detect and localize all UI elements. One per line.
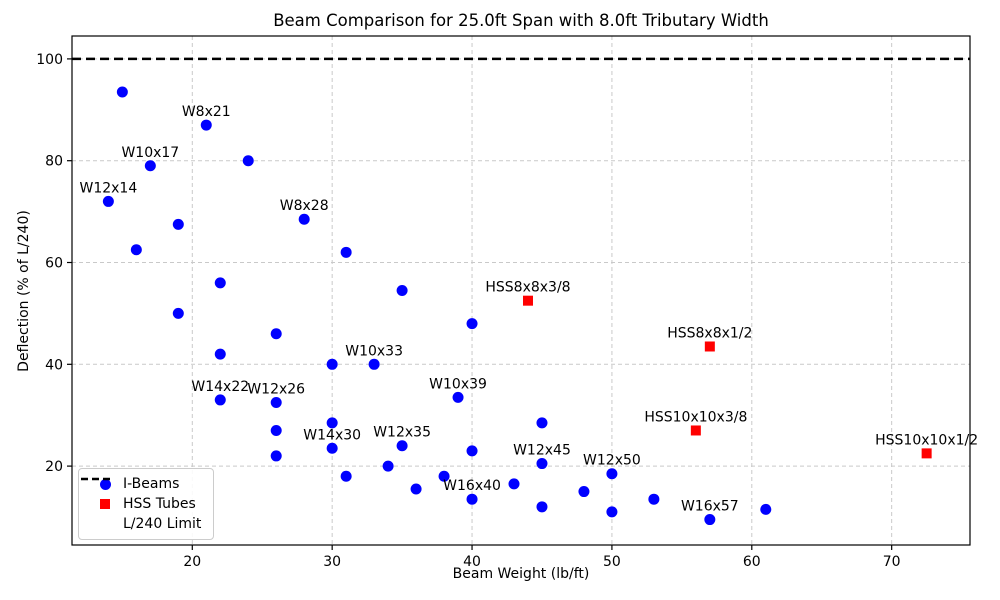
data-point-ibeam bbox=[396, 285, 408, 296]
y-tick-label: 40 bbox=[45, 357, 63, 373]
y-tick-label: 100 bbox=[36, 52, 63, 68]
point-annotation: W16x40 bbox=[443, 478, 501, 494]
data-point-ibeam bbox=[536, 458, 548, 470]
chart-title: Beam Comparison for 25.0ft Span with 8.0… bbox=[273, 11, 769, 30]
legend-item-limit: L/240 Limit bbox=[81, 477, 202, 534]
data-point-ibeam bbox=[410, 483, 422, 495]
legend-label-limit: L/240 Limit bbox=[123, 516, 202, 532]
x-tick-label: 20 bbox=[183, 554, 201, 570]
data-point-hss bbox=[704, 341, 715, 352]
point-annotation: W12x26 bbox=[247, 381, 305, 397]
data-point-ibeam bbox=[130, 244, 142, 256]
data-point-ibeam bbox=[760, 503, 772, 515]
data-point-ibeam bbox=[508, 478, 520, 490]
data-point-ibeam bbox=[466, 493, 478, 505]
data-point-ibeam bbox=[382, 460, 394, 472]
x-tick-label: 30 bbox=[323, 554, 341, 570]
legend-label-ibeams: I-Beams bbox=[123, 476, 180, 492]
data-point-ibeam bbox=[606, 506, 618, 518]
data-point-ibeam bbox=[606, 468, 618, 480]
data-point-ibeam bbox=[242, 155, 254, 167]
point-annotation: W12x14 bbox=[79, 180, 137, 196]
data-point-ibeam bbox=[298, 213, 310, 225]
data-point-ibeam bbox=[326, 358, 338, 370]
data-point-ibeam bbox=[116, 86, 128, 98]
data-point-ibeam bbox=[340, 470, 352, 482]
x-tick-label: 40 bbox=[463, 554, 481, 570]
point-annotation: W10x17 bbox=[121, 145, 179, 161]
point-annotation: W12x45 bbox=[513, 443, 571, 459]
legend-item-hss: HSS Tubes bbox=[87, 494, 201, 514]
x-tick-label: 70 bbox=[883, 554, 901, 570]
point-annotation: W10x39 bbox=[429, 376, 487, 392]
data-point-ibeam bbox=[214, 277, 226, 289]
x-axis-label: Beam Weight (lb/ft) bbox=[452, 566, 590, 582]
data-point-hss bbox=[690, 425, 701, 436]
ibeam-circle-marker-icon bbox=[87, 478, 123, 490]
data-point-ibeam bbox=[326, 417, 338, 429]
data-point-ibeam bbox=[102, 195, 114, 207]
data-point-ibeam bbox=[270, 328, 282, 340]
data-point-ibeam bbox=[396, 440, 408, 452]
point-annotation: HSS8x8x3/8 bbox=[485, 280, 570, 296]
data-point-ibeam bbox=[438, 470, 450, 482]
legend: I-Beams HSS Tubes L/240 Limit bbox=[78, 468, 215, 540]
data-point-ibeam bbox=[270, 396, 282, 408]
data-point-ibeam bbox=[214, 394, 226, 406]
data-point-ibeam bbox=[648, 493, 660, 505]
data-point-ibeam bbox=[270, 450, 282, 462]
data-point-hss bbox=[522, 295, 533, 306]
point-annotation: W14x30 bbox=[303, 427, 361, 443]
point-annotation: W10x33 bbox=[345, 343, 403, 359]
data-point-ibeam bbox=[172, 307, 184, 319]
data-point-ibeam bbox=[200, 119, 212, 131]
x-tick-label: 60 bbox=[743, 554, 761, 570]
x-tick-label: 50 bbox=[603, 554, 621, 570]
data-point-ibeam bbox=[466, 318, 478, 330]
y-tick-label: 80 bbox=[45, 154, 63, 170]
data-point-ibeam bbox=[536, 417, 548, 429]
point-annotation: W14x22 bbox=[191, 379, 249, 395]
data-point-hss bbox=[921, 448, 932, 459]
legend-label-hss: HSS Tubes bbox=[123, 496, 196, 512]
data-point-ibeam bbox=[536, 501, 548, 513]
point-annotation: W12x35 bbox=[373, 425, 431, 441]
legend-item-ibeams: I-Beams bbox=[87, 474, 201, 494]
y-tick-label: 20 bbox=[45, 459, 63, 475]
data-point-ibeam bbox=[704, 514, 716, 526]
data-point-ibeam bbox=[466, 445, 478, 457]
data-point-ibeam bbox=[578, 486, 590, 498]
data-point-ibeam bbox=[368, 358, 380, 370]
data-point-ibeam bbox=[270, 424, 282, 436]
point-annotation: HSS10x10x3/8 bbox=[644, 409, 747, 425]
point-annotation: W8x28 bbox=[280, 198, 329, 214]
data-point-ibeam bbox=[340, 246, 352, 258]
point-annotation: HSS8x8x1/2 bbox=[667, 325, 752, 341]
y-tick-label: 60 bbox=[45, 256, 63, 272]
point-annotation: HSS10x10x1/2 bbox=[875, 432, 978, 448]
point-annotation: W12x50 bbox=[583, 453, 641, 469]
point-annotation: W8x21 bbox=[182, 104, 231, 120]
y-axis-label: Deflection (% of L/240) bbox=[16, 210, 32, 372]
data-point-ibeam bbox=[326, 442, 338, 454]
data-point-ibeam bbox=[452, 391, 464, 403]
plot-border bbox=[71, 35, 971, 546]
data-point-ibeam bbox=[172, 218, 184, 230]
point-annotation: W16x57 bbox=[681, 499, 739, 515]
data-point-ibeam bbox=[144, 160, 156, 172]
hss-square-marker-icon bbox=[87, 499, 123, 509]
data-point-ibeam bbox=[214, 348, 226, 360]
